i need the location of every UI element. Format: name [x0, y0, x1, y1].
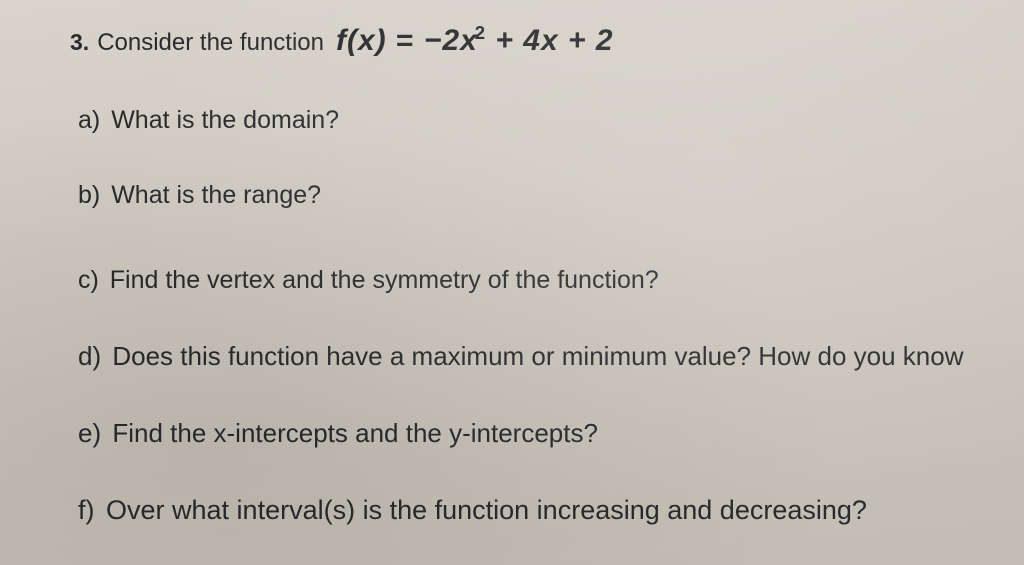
subpart-e-label: e)	[78, 418, 101, 448]
subpart-a-text: What is the domain?	[111, 106, 339, 134]
worksheet-page: 3. Consider the function f(x) = −2x2 + 4…	[0, 0, 1024, 565]
subpart-f: f) Over what interval(s) is the function…	[78, 495, 984, 526]
subpart-c: c) Find the vertex and the symmetry of t…	[78, 266, 984, 295]
subpart-f-text: Over what interval(s) is the function in…	[106, 495, 867, 525]
question-prompt: Consider the function	[97, 29, 324, 57]
subparts-list: a) What is the domain? b) What is the ra…	[70, 106, 984, 526]
formula-exponent: 2	[475, 22, 486, 43]
subpart-d: d) Does this function have a maximum or …	[78, 341, 984, 372]
subpart-b-label: b)	[78, 181, 100, 209]
subpart-a: a) What is the domain?	[78, 106, 984, 135]
formula-term2: + 4x + 2	[486, 24, 613, 57]
subpart-e: e) Find the x-intercepts and the y-inter…	[78, 418, 984, 449]
subpart-b: b) What is the range?	[78, 181, 984, 210]
subpart-a-label: a)	[78, 106, 100, 134]
formula-term1: −2x	[424, 24, 478, 57]
question-3: 3. Consider the function f(x) = −2x2 + 4…	[70, 22, 984, 58]
formula-equals: =	[396, 24, 415, 57]
subpart-d-label: d)	[78, 341, 101, 371]
subpart-c-label: c)	[78, 266, 99, 294]
subpart-c-text: Find the vertex and the symmetry of the …	[110, 266, 659, 294]
question-formula: f(x) = −2x2 + 4x + 2	[336, 22, 614, 58]
subpart-d-text: Does this function have a maximum or min…	[112, 341, 963, 371]
subpart-e-text: Find the x-intercepts and the y-intercep…	[112, 418, 598, 448]
formula-lhs: f(x)	[336, 24, 387, 57]
subpart-f-label: f)	[78, 495, 95, 525]
subpart-b-text: What is the range?	[111, 181, 321, 209]
question-number: 3.	[70, 29, 89, 56]
